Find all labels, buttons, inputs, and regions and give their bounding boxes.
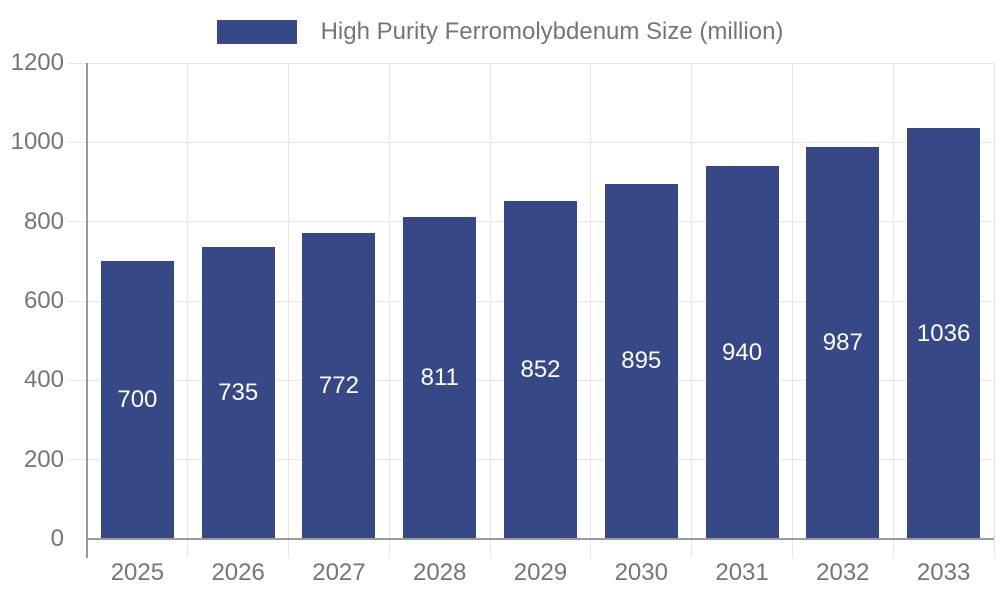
y-tick-label: 1000	[10, 128, 64, 156]
bar-value-label: 895	[621, 347, 662, 375]
bar	[705, 166, 779, 539]
y-gridline	[67, 141, 994, 143]
bar	[806, 147, 880, 539]
x-gridline	[791, 63, 793, 558]
x-tick-label: 2029	[513, 559, 568, 586]
x-gridline	[489, 63, 491, 558]
bar-value-label: 1036	[916, 319, 971, 347]
bar	[504, 201, 577, 539]
x-tick-label: 2026	[211, 559, 265, 586]
bar-value-label: 811	[420, 364, 459, 392]
x-gridline	[691, 63, 693, 558]
bar	[100, 261, 174, 539]
x-tick-label: 2028	[413, 559, 467, 586]
bar	[403, 217, 477, 539]
x-gridline	[892, 63, 894, 558]
legend-item[interactable]: High Purity Ferromolybdenum Size (millio…	[0, 18, 1000, 45]
x-axis-line	[87, 538, 994, 540]
x-tick-label: 2031	[715, 559, 769, 586]
bar-value-label: 987	[822, 329, 863, 357]
bar	[201, 247, 275, 539]
legend-swatch	[216, 20, 297, 44]
bar-value-label: 772	[318, 371, 359, 399]
bar	[302, 232, 376, 539]
x-gridline	[388, 63, 390, 558]
bar-value-label: 700	[117, 386, 158, 414]
y-tick-label: 400	[23, 366, 64, 394]
y-axis-line	[86, 63, 88, 558]
y-tick-label: 800	[23, 207, 64, 235]
x-tick-label: 2030	[614, 559, 668, 586]
x-tick-label: 2025	[110, 559, 165, 586]
bar	[604, 183, 678, 539]
x-gridline	[590, 63, 592, 558]
x-tick-label: 2027	[312, 559, 366, 586]
x-tick-label: 2032	[816, 559, 870, 586]
legend-label: High Purity Ferromolybdenum Size (millio…	[320, 18, 784, 45]
x-gridline	[187, 63, 189, 558]
bar-value-label: 852	[520, 356, 561, 384]
bar-value-label: 735	[218, 379, 259, 407]
y-tick-label: 200	[23, 445, 64, 473]
x-tick-label: 2033	[916, 559, 971, 586]
y-tick-label: 0	[50, 525, 64, 552]
x-gridline	[993, 63, 995, 558]
bar-value-label: 940	[722, 338, 763, 366]
x-gridline	[288, 63, 290, 558]
bar	[907, 128, 981, 539]
y-tick-label: 600	[23, 287, 64, 314]
y-gridline	[67, 62, 994, 64]
y-tick-label: 1200	[10, 49, 64, 76]
